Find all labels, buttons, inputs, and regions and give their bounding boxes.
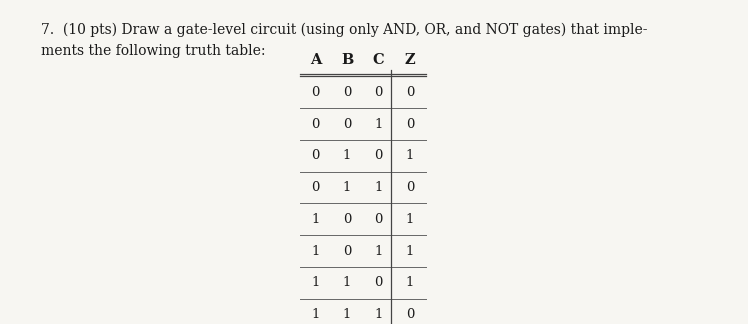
Text: 1: 1 bbox=[374, 118, 383, 131]
Text: 1: 1 bbox=[343, 308, 352, 321]
Text: 0: 0 bbox=[343, 245, 352, 258]
Text: 0: 0 bbox=[405, 118, 414, 131]
Text: 1: 1 bbox=[405, 276, 414, 289]
Text: 1: 1 bbox=[374, 308, 383, 321]
Text: 0: 0 bbox=[405, 86, 414, 99]
Text: 0: 0 bbox=[374, 213, 383, 226]
Text: 0: 0 bbox=[374, 86, 383, 99]
Text: 0: 0 bbox=[311, 181, 320, 194]
Text: 0: 0 bbox=[405, 181, 414, 194]
Text: 7.  (10 pts) Draw a gate-level circuit (using only AND, OR, and NOT gates) that : 7. (10 pts) Draw a gate-level circuit (u… bbox=[41, 23, 648, 58]
Text: C: C bbox=[373, 53, 384, 67]
Text: 0: 0 bbox=[374, 276, 383, 289]
Text: 1: 1 bbox=[343, 276, 352, 289]
Text: 1: 1 bbox=[311, 276, 320, 289]
Text: 1: 1 bbox=[405, 213, 414, 226]
Text: 0: 0 bbox=[343, 118, 352, 131]
Text: 0: 0 bbox=[374, 149, 383, 162]
Text: Z: Z bbox=[405, 53, 415, 67]
Text: 0: 0 bbox=[343, 86, 352, 99]
Text: 0: 0 bbox=[405, 308, 414, 321]
Text: 0: 0 bbox=[311, 149, 320, 162]
Text: 1: 1 bbox=[311, 213, 320, 226]
Text: 0: 0 bbox=[343, 213, 352, 226]
Text: 1: 1 bbox=[343, 181, 352, 194]
Text: 1: 1 bbox=[405, 245, 414, 258]
Text: 1: 1 bbox=[374, 245, 383, 258]
Text: A: A bbox=[310, 53, 322, 67]
Text: 0: 0 bbox=[311, 86, 320, 99]
Text: 1: 1 bbox=[405, 149, 414, 162]
Text: 1: 1 bbox=[374, 181, 383, 194]
Text: 1: 1 bbox=[311, 308, 320, 321]
Text: 1: 1 bbox=[311, 245, 320, 258]
Text: B: B bbox=[341, 53, 353, 67]
Text: 0: 0 bbox=[311, 118, 320, 131]
Text: 1: 1 bbox=[343, 149, 352, 162]
